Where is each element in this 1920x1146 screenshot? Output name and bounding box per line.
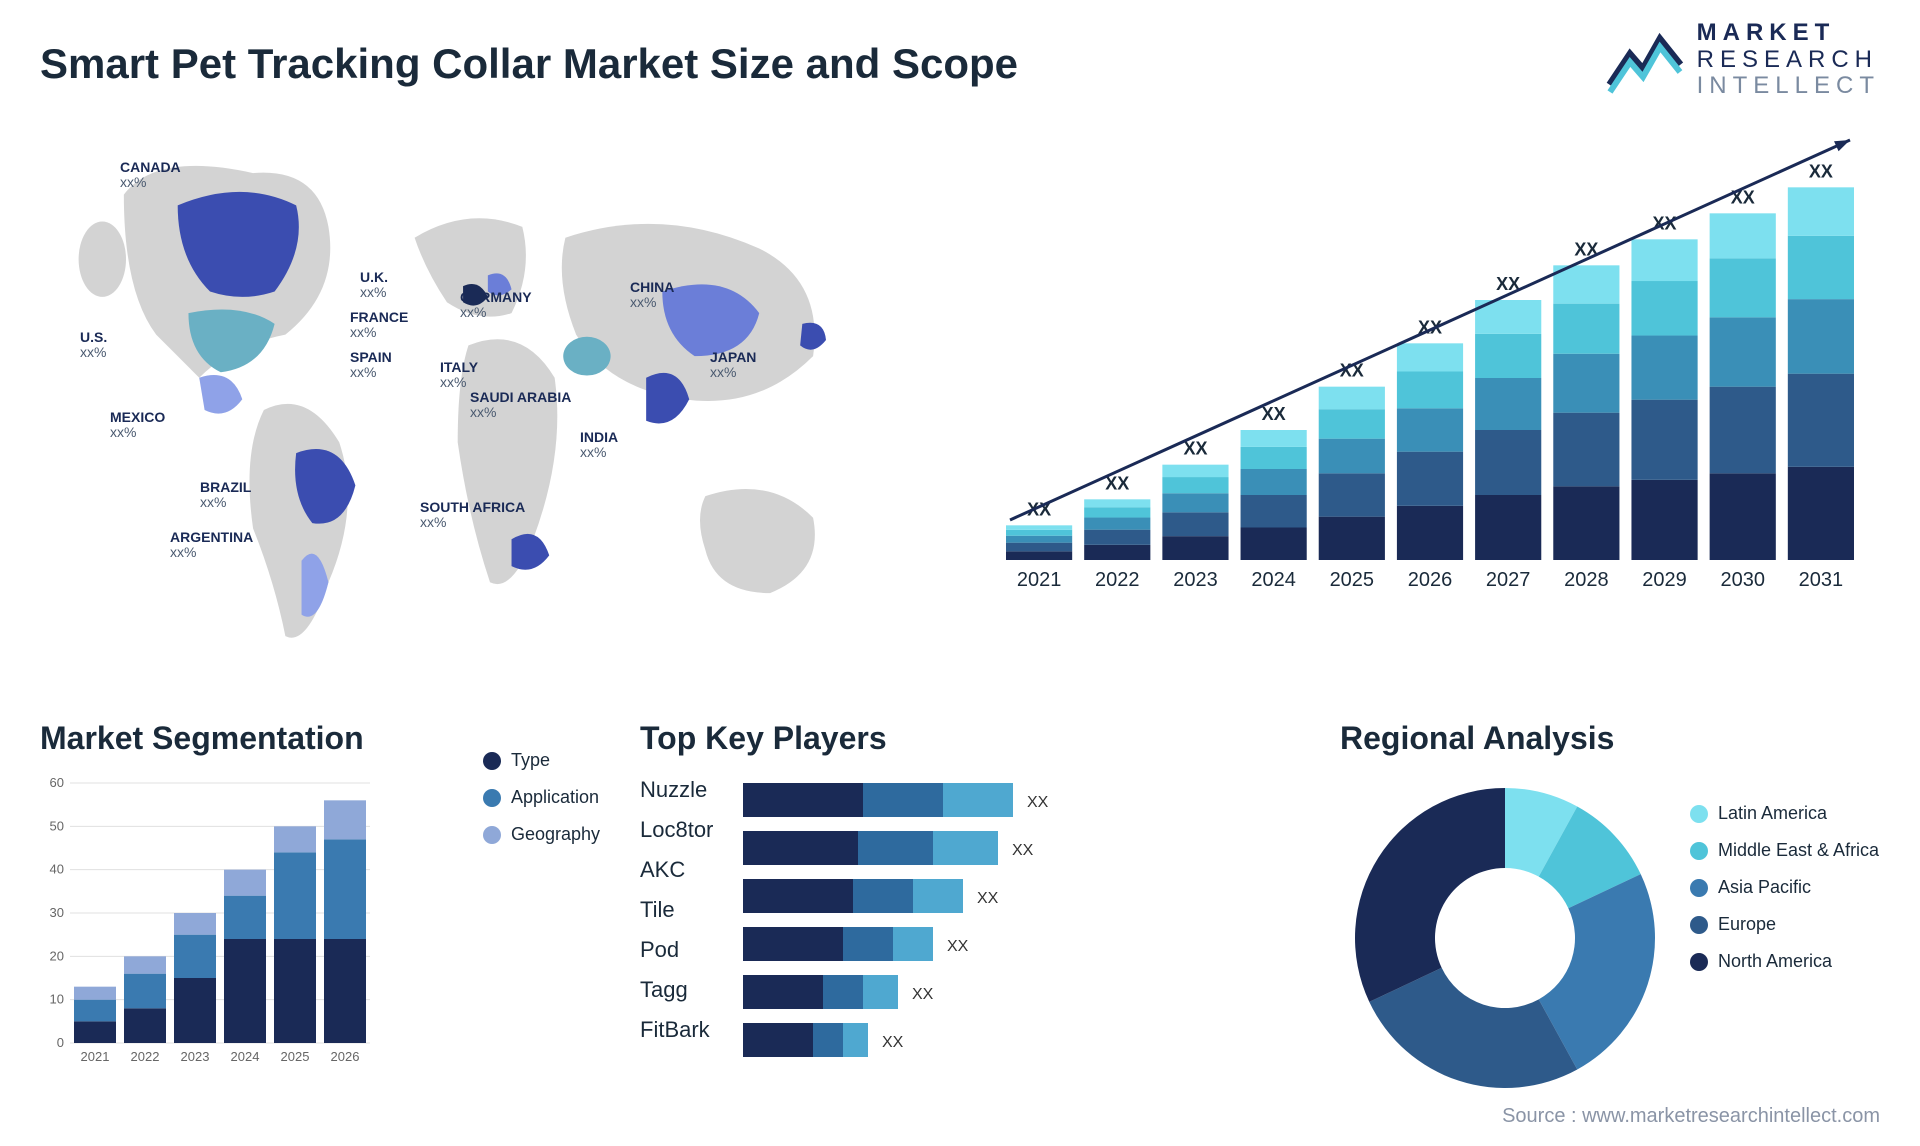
svg-text:2027: 2027	[1486, 569, 1531, 591]
segmentation-legend-item: Application	[483, 787, 600, 808]
map-japan	[800, 323, 826, 350]
source-attribution: Source : www.marketresearchintellect.com	[1502, 1105, 1880, 1128]
svg-text:0: 0	[57, 1035, 64, 1050]
map-label-italy: ITALYxx%	[440, 360, 478, 391]
svg-text:60: 60	[50, 775, 64, 790]
logo-line2: RESEARCH	[1697, 47, 1880, 73]
segmentation-title: Market Segmentation	[40, 720, 463, 757]
map-mexico	[199, 375, 242, 414]
page-title: Smart Pet Tracking Collar Market Size an…	[40, 20, 1018, 88]
growth-stacked-bar-chart: 2021XX2022XX2023XX2024XX2025XX2026XX2027…	[980, 130, 1880, 670]
svg-text:2024: 2024	[231, 1049, 260, 1064]
regional-legend-item: Asia Pacific	[1690, 877, 1879, 898]
map-label-china: CHINAxx%	[630, 280, 674, 311]
map-label-uk: U.K.xx%	[360, 270, 388, 301]
svg-text:2023: 2023	[181, 1049, 210, 1064]
key-player-item: AKC	[640, 857, 713, 883]
map-saudi	[563, 337, 610, 376]
svg-text:XX: XX	[912, 986, 934, 1003]
svg-text:40: 40	[50, 862, 64, 877]
map-label-canada: CANADAxx%	[120, 160, 181, 191]
key-players-list: Nuzzle Loc8tor AKC Tile Pod Tagg FitBark	[640, 773, 713, 1103]
segmentation-legend-item: Geography	[483, 824, 600, 845]
map-southafrica	[512, 534, 550, 570]
map-label-southafrica: SOUTH AFRICAxx%	[420, 500, 525, 531]
map-label-france: FRANCExx%	[350, 310, 408, 341]
svg-text:2030: 2030	[1720, 569, 1765, 591]
map-label-spain: SPAINxx%	[350, 350, 392, 381]
regional-donut-chart	[1340, 773, 1670, 1103]
regional-legend-item: Middle East & Africa	[1690, 840, 1879, 861]
logo-mark-icon	[1605, 20, 1685, 100]
logo-line3: INTELLECT	[1697, 73, 1880, 99]
brand-logo: MARKET RESEARCH INTELLECT	[1605, 20, 1880, 100]
world-map-panel: CANADAxx% U.S.xx% MEXICOxx% BRAZILxx% ARGENT…	[40, 130, 940, 690]
svg-text:20: 20	[50, 948, 64, 963]
key-players-bar-chart: XX XX XX XX XX XX	[743, 773, 1163, 1103]
segmentation-legend-item: Type	[483, 750, 600, 771]
svg-text:2025: 2025	[281, 1049, 310, 1064]
svg-text:2031: 2031	[1799, 569, 1844, 591]
svg-text:2029: 2029	[1642, 569, 1687, 591]
svg-text:2028: 2028	[1564, 569, 1609, 591]
svg-text:2025: 2025	[1330, 569, 1375, 591]
key-player-item: Pod	[640, 937, 713, 963]
map-label-mexico: MEXICOxx%	[110, 410, 165, 441]
key-player-item: Nuzzle	[640, 777, 713, 803]
svg-text:XX: XX	[977, 890, 999, 907]
svg-text:XX: XX	[947, 938, 969, 955]
regional-legend-item: Europe	[1690, 914, 1879, 935]
regional-title: Regional Analysis	[1340, 720, 1879, 757]
svg-text:2026: 2026	[331, 1049, 360, 1064]
svg-text:XX: XX	[1027, 794, 1049, 811]
key-players-title: Top Key Players	[640, 720, 1163, 757]
key-player-item: Tagg	[640, 977, 713, 1003]
map-label-argentina: ARGENTINAxx%	[170, 530, 253, 561]
svg-text:10: 10	[50, 992, 64, 1007]
svg-text:XX: XX	[1262, 404, 1286, 424]
svg-text:XX: XX	[1809, 161, 1833, 181]
logo-line1: MARKET	[1697, 20, 1880, 46]
svg-text:2026: 2026	[1408, 569, 1453, 591]
growth-chart-panel: 2021XX2022XX2023XX2024XX2025XX2026XX2027…	[980, 130, 1880, 690]
map-label-saudiarabia: SAUDI ARABIAxx%	[470, 390, 571, 421]
map-label-india: INDIAxx%	[580, 430, 618, 461]
map-label-japan: JAPANxx%	[710, 350, 756, 381]
segmentation-stacked-bar-chart: 0 10 20 30 40 50 60 2021 2022 2023 2024 2025 2026	[40, 773, 380, 1103]
svg-text:XX: XX	[882, 1034, 904, 1051]
regional-legend-item: Latin America	[1690, 803, 1879, 824]
regional-legend: Latin America Middle East & Africa Asia Pa…	[1690, 773, 1879, 972]
svg-text:2024: 2024	[1251, 569, 1296, 591]
key-player-item: FitBark	[640, 1017, 713, 1043]
map-label-brazil: BRAZILxx%	[200, 480, 251, 511]
svg-text:2021: 2021	[81, 1049, 110, 1064]
svg-text:XX: XX	[1012, 842, 1034, 859]
map-label-germany: GERMANYxx%	[460, 290, 532, 321]
svg-text:2021: 2021	[1017, 569, 1062, 591]
svg-text:XX: XX	[1731, 187, 1755, 207]
svg-text:2022: 2022	[1095, 569, 1140, 591]
key-player-item: Tile	[640, 897, 713, 923]
svg-text:50: 50	[50, 818, 64, 833]
svg-text:2022: 2022	[131, 1049, 160, 1064]
regional-legend-item: North America	[1690, 951, 1879, 972]
svg-text:30: 30	[50, 905, 64, 920]
svg-text:2023: 2023	[1173, 569, 1218, 591]
segmentation-legend: Type Application Geography	[483, 720, 600, 1140]
key-player-item: Loc8tor	[640, 817, 713, 843]
map-label-us: U.S.xx%	[80, 330, 107, 361]
svg-text:XX: XX	[1183, 439, 1207, 459]
